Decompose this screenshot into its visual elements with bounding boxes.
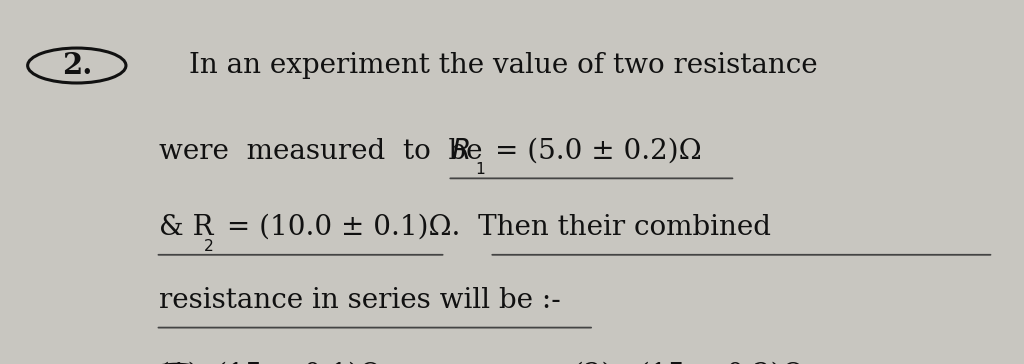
Text: $R$: $R$ [451, 137, 469, 165]
Text: = (5.0 ± 0.2)Ω: = (5.0 ± 0.2)Ω [495, 138, 701, 165]
Text: (1)  (15 ± 0.1)Ω: (1) (15 ± 0.1)Ω [159, 361, 382, 364]
Text: In an experiment the value of two resistance: In an experiment the value of two resist… [189, 52, 818, 79]
Text: = (10.0 ± 0.1)Ω.  Then their combined: = (10.0 ± 0.1)Ω. Then their combined [218, 214, 771, 241]
Text: $_1$: $_1$ [475, 158, 485, 177]
Text: & R: & R [159, 214, 213, 241]
Text: $_2$: $_2$ [203, 234, 213, 254]
Text: 2.: 2. [61, 51, 92, 80]
Text: resistance in series will be :-: resistance in series will be :- [159, 287, 560, 314]
Text: (2)   (15 ± 0.2)Ω: (2) (15 ± 0.2)Ω [573, 361, 805, 364]
Text: were  measured  to  be: were measured to be [159, 138, 492, 165]
